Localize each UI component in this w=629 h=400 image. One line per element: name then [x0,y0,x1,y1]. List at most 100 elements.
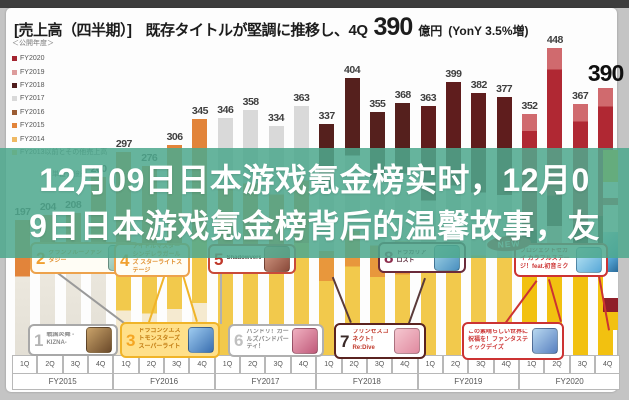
overlay-text-line1: 12月09日日本游戏氪金榜实时，12月0 [39,162,590,198]
legend-label: FY2014 [20,135,45,143]
rank-number: 6 [234,331,244,350]
headline-value: 390 [373,13,414,41]
rank-card: この素晴らしい世界に祝福を！ファンタスティックデイズ [462,322,564,360]
headline-unit: 億円 [418,24,443,38]
quarter-cell: 2Q [37,355,63,374]
quarter-cell: 1Q [417,355,443,374]
bar-value-label: 390 [587,59,624,86]
fiscal-year-label: FY2018 [316,374,418,390]
bar-value-label: 404 [344,64,361,77]
rank-number: 1 [34,330,44,350]
bar-value-label: 306 [166,131,184,144]
quarter-cell: 3Q [366,355,393,374]
legend-label: FY2019 [20,68,45,76]
legend-item: FY2017 [12,92,132,105]
connector-line [220,274,222,324]
headline-overlay: 12月09日日本游戏氪金榜实时，12月0 9日日本游戏氪金榜背后的温馨故事，友 [0,148,629,258]
game-title: バンドリ！ガールズバンドパーティ！ [246,328,289,351]
quarter-row: 1Q 2Q 3Q 4Q [316,355,418,374]
quarter-cell: 1Q [214,355,241,374]
chart-title: [売上高（四半期）] 既存タイトルが堅調に推移し、4Q 390 億円 (YonY… [14,13,614,42]
quarter-cell: 3Q [62,355,89,374]
bar-value-label: 377 [496,82,513,95]
quarter-row: 1Q 2Q 3Q 4Q [113,355,215,374]
bar-value-label: 345 [191,104,209,117]
game-icon [532,328,558,354]
legend-swatch [12,96,17,102]
legend-item: FY2014 [12,132,132,145]
bar-value-label: 355 [369,97,386,110]
quarter-cell: 2Q [138,355,165,374]
axis-group: 1Q 2Q 3Q 4Q FY2019 [417,355,519,390]
bar-value-label: 334 [267,112,285,125]
quarter-cell: 1Q [316,355,342,374]
quarter-cell: 3Q [265,355,291,374]
rank-card: 3 ドラゴンクエストモンスターズ スーパーライト [120,322,220,358]
quarter-cell: 4Q [290,355,317,374]
bar-value-label: 358 [242,95,260,108]
axis-group: 1Q 2Q 3Q 4Q FY2017 [214,355,317,390]
bar-value-label: 382 [470,79,488,92]
fiscal-year-label: FY2016 [113,374,215,390]
rank-number: 4 [120,250,130,270]
bar-value-label: 363 [293,92,310,105]
legend-item: FY2015 [12,119,132,132]
bar-value-label: 337 [318,110,336,123]
quarter-row: 1Q 2Q 3Q 4Q [417,355,519,374]
axis-group: 1Q 2Q 3Q 4Q FY2016 [113,355,215,390]
game-title: ドラゴンクエストモンスターズ スーパーライト [138,328,181,350]
legend-label: FY2015 [20,122,45,130]
rank-card: 1 戦国炎舞 -KIZNA- [28,324,118,356]
rank-number: 3 [126,330,136,350]
top-border-strip [0,0,629,8]
yoy-change: (YonY 3.5%増) [448,24,529,38]
bar-value-label: 297 [115,137,133,150]
quarter-cell: 2Q [442,355,469,374]
bar-value-label: 448 [546,34,564,47]
legend-item: FY2018 [12,79,132,92]
overlay-text-line2: 9日日本游戏氪金榜背后的温馨故事，友 [29,208,600,244]
game-icon [292,327,318,354]
legend-swatch [12,56,17,62]
fiscal-year-label: FY2020 [519,374,621,390]
game-title: Shadowverse [226,255,261,262]
highlight-block [603,272,618,298]
axis-group: 1Q 2Q 3Q 4Q FY2020 [519,355,621,390]
bar-value-label: 363 [420,92,437,105]
game-title: プリンセスコネクト！Re:Dive [352,329,389,351]
fiscal-year-label: FY2019 [417,374,519,390]
legend-label: FY2016 [20,108,45,116]
legend-label: FY2018 [20,81,45,89]
legend-label: FY2020 [20,55,45,63]
legend-swatch [12,109,17,115]
headline-statement: 既存タイトルが堅調に推移し、4Q [145,22,369,39]
bar-value-label: 346 [217,103,234,116]
bar-value-label: 352 [521,99,538,112]
game-icon [394,328,420,354]
game-icon [188,327,214,353]
game-title: 戦国炎舞 -KIZNA- [46,332,75,346]
quarter-row: 1Q 2Q 3Q 4Q [12,355,114,374]
quarter-cell: 2Q [240,355,266,374]
quarter-cell: 2Q [341,355,367,374]
quarter-cell: 3Q [569,355,596,374]
fiscal-year-label: FY2015 [12,374,114,390]
fiscal-year-label: FY2017 [214,374,317,390]
legend-swatch [12,123,17,129]
bar-value-label: 399 [445,67,462,80]
legend-swatch [12,82,17,88]
bar-value-label: 368 [394,88,412,101]
game-title: この素晴らしい世界に祝福を！ファンタスティックデイズ [468,329,529,351]
quarter-cell: 1Q [12,355,38,374]
legend-item: FY2016 [12,106,132,119]
section-label: [売上高（四半期）] [14,22,132,39]
quarter-row: 1Q 2Q 3Q 4Q [214,355,317,374]
legend-swatch [12,136,17,142]
quarter-cell: 4Q [595,355,621,374]
rank-card: 7 プリンセスコネクト！Re:Dive [334,323,426,359]
legend-item: FY2019 [12,65,132,78]
game-icon [86,327,112,353]
axis-group: 1Q 2Q 3Q 4Q FY2018 [316,355,418,390]
legend-title: ＜公開年度＞ [12,40,54,47]
